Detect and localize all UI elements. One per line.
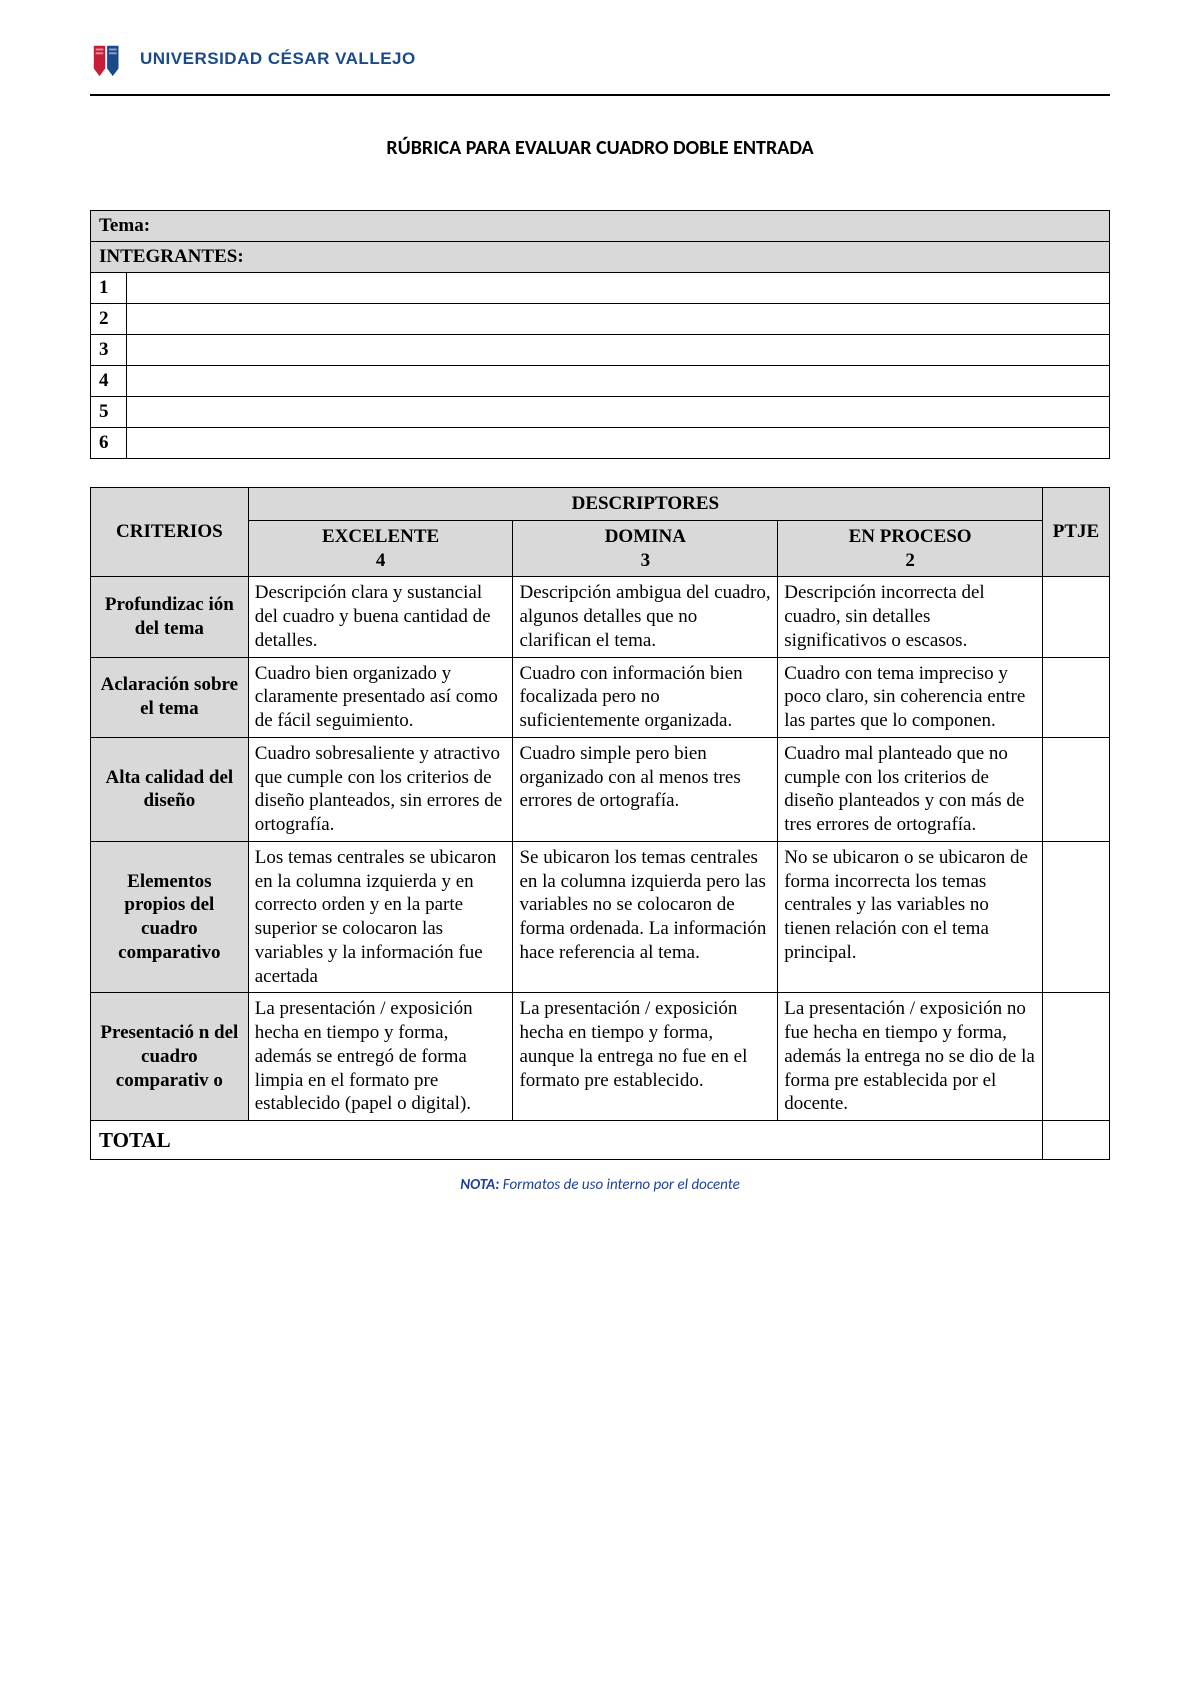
tema-label: Tema: (91, 211, 1110, 242)
rubric-row: Aclaración sobre el tema Cuadro bien org… (91, 657, 1110, 737)
level-enproceso: EN PROCESO2 (778, 520, 1043, 577)
desc-excelente: Los temas centrales se ubicaron en la co… (248, 841, 513, 993)
desc-enproceso: Cuadro mal planteado que no cumple con l… (778, 737, 1043, 841)
member-num: 1 (91, 273, 127, 304)
desc-enproceso: La presentación / exposición no fue hech… (778, 993, 1043, 1121)
university-logo-icon (90, 40, 128, 78)
level-excelente: EXCELENTE4 (248, 520, 513, 577)
criterios-header: CRITERIOS (91, 488, 249, 577)
rubric-row: Presentació n del cuadro comparativ o La… (91, 993, 1110, 1121)
ptje-cell[interactable] (1042, 737, 1109, 841)
member-num: 5 (91, 397, 127, 428)
criterio-cell: Profundizac ión del tema (91, 577, 249, 657)
header-logo-row: UNIVERSIDAD CÉSAR VALLEJO (90, 40, 1110, 90)
member-name[interactable] (127, 397, 1110, 428)
level-domina: DOMINA3 (513, 520, 778, 577)
desc-enproceso: No se ubicaron o se ubicaron de forma in… (778, 841, 1043, 993)
document-title: RÚBRICA PARA EVALUAR CUADRO DOBLE ENTRAD… (90, 136, 1110, 160)
member-name[interactable] (127, 273, 1110, 304)
desc-domina: La presentación / exposición hecha en ti… (513, 993, 778, 1121)
criterio-cell: Elementos propios del cuadro comparativo (91, 841, 249, 993)
descriptores-header: DESCRIPTORES (248, 488, 1042, 521)
member-name[interactable] (127, 335, 1110, 366)
total-label: TOTAL (91, 1121, 1043, 1160)
member-num: 2 (91, 304, 127, 335)
ptje-cell[interactable] (1042, 993, 1109, 1121)
criterio-cell: Aclaración sobre el tema (91, 657, 249, 737)
member-num: 3 (91, 335, 127, 366)
integrantes-label: INTEGRANTES: (91, 242, 1110, 273)
member-num: 6 (91, 428, 127, 459)
desc-domina: Descripción ambigua del cuadro, algunos … (513, 577, 778, 657)
total-value[interactable] (1042, 1121, 1109, 1160)
desc-excelente: Cuadro bien organizado y claramente pres… (248, 657, 513, 737)
member-name[interactable] (127, 304, 1110, 335)
desc-domina: Se ubicaron los temas centrales en la co… (513, 841, 778, 993)
ptje-cell[interactable] (1042, 657, 1109, 737)
total-row: TOTAL (91, 1121, 1110, 1160)
desc-enproceso: Descripción incorrecta del cuadro, sin d… (778, 577, 1043, 657)
desc-domina: Cuadro simple pero bien organizado con a… (513, 737, 778, 841)
desc-domina: Cuadro con información bien focalizada p… (513, 657, 778, 737)
university-name: UNIVERSIDAD CÉSAR VALLEJO (140, 49, 416, 69)
member-name[interactable] (127, 366, 1110, 397)
rubric-table: CRITERIOS DESCRIPTORES PTJE EXCELENTE4 D… (90, 487, 1110, 1160)
info-table: Tema: INTEGRANTES: 1 2 3 4 5 6 (90, 210, 1110, 459)
criterio-cell: Alta calidad del diseño (91, 737, 249, 841)
ptje-cell[interactable] (1042, 577, 1109, 657)
member-name[interactable] (127, 428, 1110, 459)
header-divider (90, 94, 1110, 96)
desc-excelente: La presentación / exposición hecha en ti… (248, 993, 513, 1121)
desc-excelente: Cuadro sobresaliente y atractivo que cum… (248, 737, 513, 841)
member-num: 4 (91, 366, 127, 397)
rubric-row: Profundizac ión del tema Descripción cla… (91, 577, 1110, 657)
rubric-row: Alta calidad del diseño Cuadro sobresali… (91, 737, 1110, 841)
desc-excelente: Descripción clara y sustancial del cuadr… (248, 577, 513, 657)
rubric-row: Elementos propios del cuadro comparativo… (91, 841, 1110, 993)
desc-enproceso: Cuadro con tema impreciso y poco claro, … (778, 657, 1043, 737)
footer-note: NOTA: Formatos de uso interno por el doc… (90, 1176, 1110, 1194)
ptje-header: PTJE (1042, 488, 1109, 577)
ptje-cell[interactable] (1042, 841, 1109, 993)
criterio-cell: Presentació n del cuadro comparativ o (91, 993, 249, 1121)
